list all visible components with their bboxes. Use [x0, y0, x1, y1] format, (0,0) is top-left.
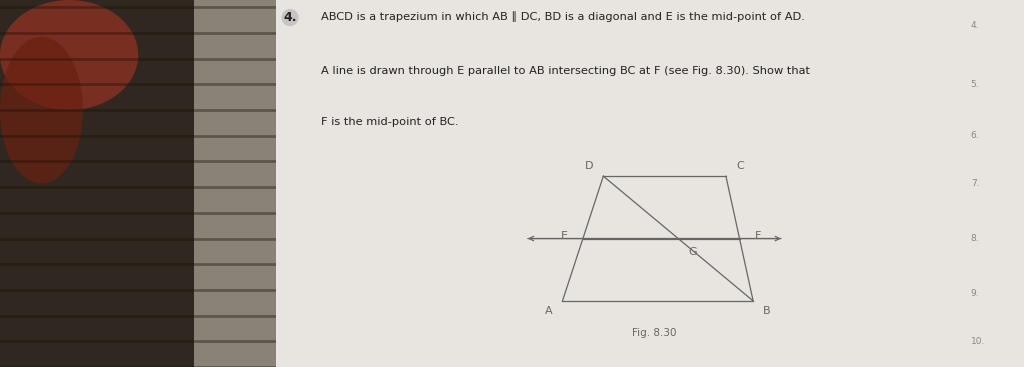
- Bar: [194, 0, 276, 367]
- Text: 8.: 8.: [971, 234, 979, 243]
- Text: 9.: 9.: [971, 289, 979, 298]
- Text: D: D: [585, 161, 593, 171]
- Text: 6.: 6.: [971, 131, 979, 140]
- Text: 7.: 7.: [971, 179, 979, 188]
- Text: B: B: [763, 306, 771, 316]
- Text: ABCD is a trapezium in which AB ∥ DC, BD is a diagonal and E is the mid-point of: ABCD is a trapezium in which AB ∥ DC, BD…: [321, 11, 805, 22]
- Text: A: A: [545, 306, 552, 316]
- Text: 4.: 4.: [971, 21, 979, 30]
- Text: C: C: [736, 161, 743, 171]
- Ellipse shape: [0, 0, 138, 110]
- Text: A line is drawn through E parallel to AB intersecting BC at F (see Fig. 8.30). S: A line is drawn through E parallel to AB…: [321, 66, 810, 76]
- Text: G: G: [688, 247, 697, 257]
- Text: 10.: 10.: [971, 337, 985, 346]
- Ellipse shape: [0, 37, 83, 184]
- Text: 4.: 4.: [284, 11, 297, 24]
- Text: Fig. 8.30: Fig. 8.30: [632, 328, 677, 338]
- Text: F is the mid-point of BC.: F is the mid-point of BC.: [321, 117, 459, 127]
- Text: F: F: [755, 231, 761, 241]
- Text: 5.: 5.: [971, 80, 979, 89]
- Text: E: E: [560, 231, 567, 241]
